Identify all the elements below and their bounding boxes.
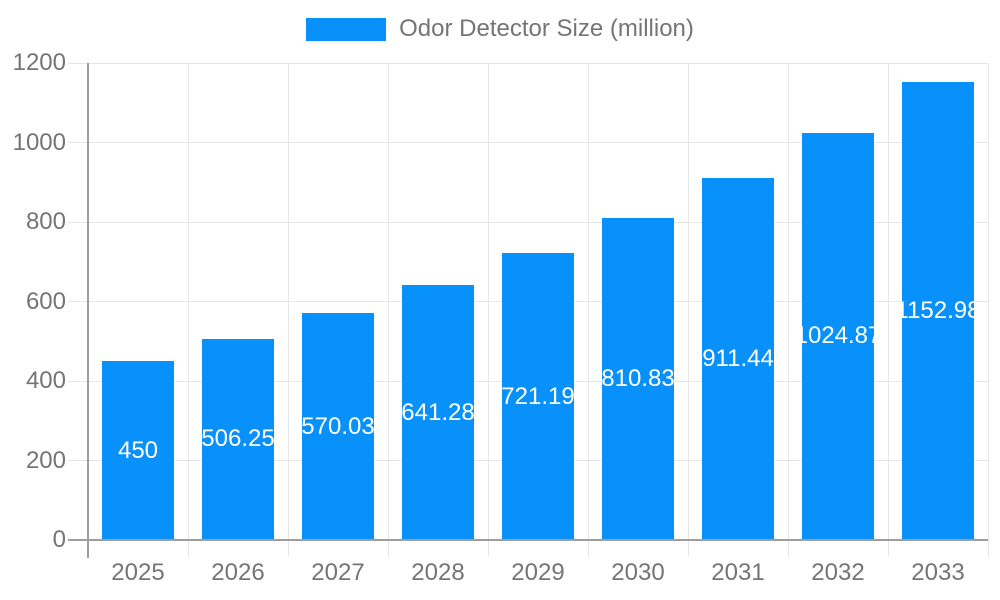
x-axis-tick: [287, 540, 289, 557]
y-tick-label: 800: [25, 208, 66, 235]
y-tick-label: 600: [25, 287, 66, 315]
bar[interactable]: [502, 253, 574, 541]
y-gridline: [68, 221, 988, 223]
x-gridline: [387, 63, 389, 540]
legend-item[interactable]: Odor Detector Size (million): [0, 16, 1000, 42]
y-gridline: [68, 142, 988, 143]
bar[interactable]: [802, 132, 874, 541]
y-tick-label: 0: [52, 526, 66, 553]
x-tick-label: 2030: [611, 559, 665, 586]
x-tick-label: 2025: [111, 559, 165, 586]
x-gridline: [587, 63, 589, 540]
x-tick-label: 2032: [811, 559, 865, 586]
legend-label: Odor Detector Size (million): [399, 15, 694, 42]
y-tick-label: 1200: [12, 49, 66, 76]
y-tick-label: 1000: [12, 128, 66, 156]
x-axis-tick: [587, 540, 589, 557]
y-axis-line: [87, 63, 89, 558]
x-tick-label: 2029: [511, 559, 565, 586]
bar[interactable]: [202, 338, 274, 541]
x-axis-line: [68, 539, 988, 541]
x-gridline: [687, 63, 689, 540]
x-axis-tick: [987, 540, 989, 557]
bar[interactable]: [102, 361, 174, 541]
bar[interactable]: [302, 313, 374, 541]
x-gridline: [787, 63, 789, 540]
x-tick-label: 2031: [711, 559, 765, 586]
x-tick-label: 2026: [211, 559, 265, 586]
x-gridline: [487, 63, 489, 540]
y-tick-label: 400: [25, 367, 66, 394]
bar[interactable]: [402, 285, 474, 541]
x-axis-tick: [187, 540, 189, 557]
bar[interactable]: [602, 217, 674, 541]
x-axis-tick: [487, 540, 489, 557]
x-tick-label: 2028: [411, 559, 465, 586]
x-axis-tick: [387, 540, 389, 557]
x-gridline: [887, 63, 889, 540]
x-axis-tick: [687, 540, 689, 557]
x-tick-label: 2027: [311, 559, 365, 586]
legend-swatch: [306, 17, 387, 41]
y-tick-label: 200: [25, 446, 66, 474]
x-tick-label: 2033: [911, 559, 965, 586]
x-axis-tick: [887, 540, 889, 557]
bar[interactable]: [702, 177, 774, 541]
x-gridline: [987, 63, 989, 540]
x-gridline: [287, 63, 289, 540]
y-gridline: [68, 62, 988, 64]
bar[interactable]: [902, 81, 974, 541]
x-gridline: [187, 63, 189, 540]
x-axis-tick: [787, 540, 789, 557]
